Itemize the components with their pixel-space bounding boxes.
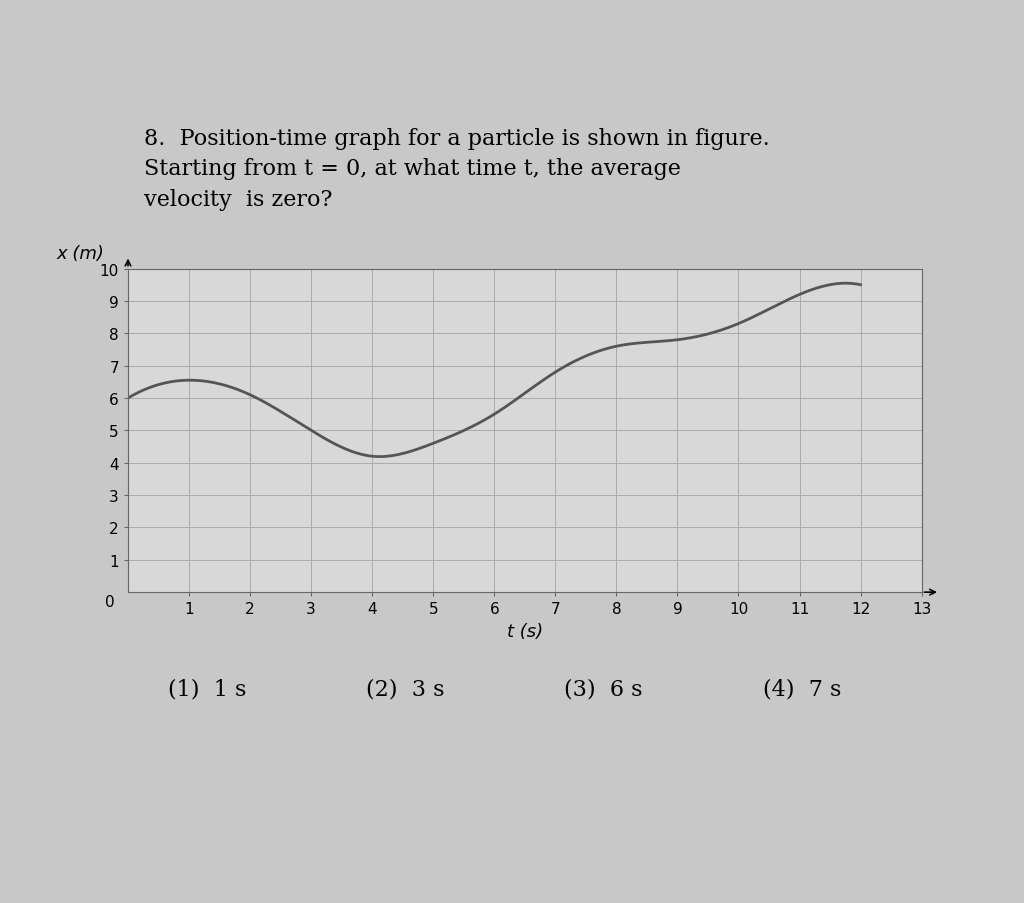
X-axis label: t (s): t (s) <box>507 622 543 640</box>
Text: (2)  3 s: (2) 3 s <box>367 678 444 700</box>
Y-axis label: x (m): x (m) <box>56 245 104 263</box>
Text: (4)  7 s: (4) 7 s <box>763 678 842 700</box>
Text: 0: 0 <box>104 595 115 610</box>
Text: (3)  6 s: (3) 6 s <box>564 678 643 700</box>
Text: (1)  1 s: (1) 1 s <box>168 678 246 700</box>
Text: 8.  Position-time graph for a particle is shown in figure.
Starting from t = 0, : 8. Position-time graph for a particle is… <box>143 127 770 210</box>
